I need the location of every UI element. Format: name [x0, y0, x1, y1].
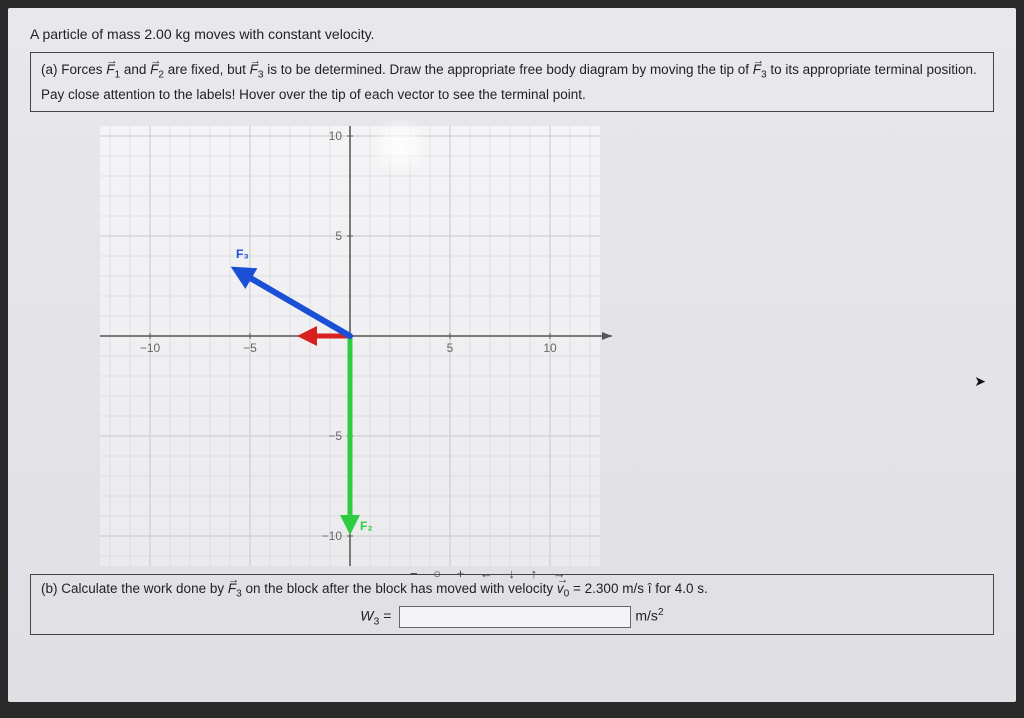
svg-text:10: 10: [329, 129, 343, 143]
pa-f2: F: [150, 62, 158, 77]
w3-equation-row: W3 = m/s2: [41, 606, 983, 628]
pa-t2: are fixed, but: [164, 62, 250, 77]
w3-lhs: W: [360, 608, 373, 624]
pa-t3: is to be determined. Draw the appropriat…: [263, 62, 752, 77]
part-b-box: (b) Calculate the work done by F3 on the…: [30, 574, 994, 635]
svg-text:F₃: F₃: [236, 247, 249, 261]
svg-text:−10: −10: [140, 341, 161, 355]
pb-t2: on the block after the block has moved w…: [242, 581, 557, 596]
svg-text:5: 5: [335, 229, 342, 243]
pa-and: and: [120, 62, 150, 77]
svg-text:10: 10: [543, 341, 557, 355]
pb-f3: F: [228, 581, 236, 596]
pb-eq: = 2.300 m/s: [569, 581, 647, 596]
pb-t3: for 4.0 s.: [651, 581, 707, 596]
part-b-label: (b): [41, 581, 58, 596]
pa-f3b: F: [753, 62, 761, 77]
problem-intro: A particle of mass 2.00 kg moves with co…: [30, 26, 994, 42]
cursor-icon: ➤: [974, 373, 986, 390]
pb-v0: v: [557, 581, 564, 596]
svg-text:5: 5: [447, 341, 454, 355]
w3-eqsign: =: [379, 608, 395, 624]
pa-f3: F: [250, 62, 258, 77]
part-a-box: (a) Forces F1 and F2 are fixed, but F3 i…: [30, 52, 994, 112]
vector-chart[interactable]: −10−5510105−5−10F₂F₃ − ○ + ← ↓ ↑ →: [40, 126, 680, 566]
svg-text:−10: −10: [322, 529, 343, 543]
svg-text:F₂: F₂: [360, 519, 373, 533]
w3-input[interactable]: [399, 606, 631, 628]
pb-t1: Calculate the work done by: [58, 581, 228, 596]
svg-text:−5: −5: [328, 429, 342, 443]
part-a-label: (a): [41, 62, 58, 77]
chart-zoom-controls[interactable]: − ○ + ← ↓ ↑ →: [410, 566, 572, 581]
w3-unit-exp: 2: [658, 606, 664, 618]
pa-f1: F: [106, 62, 114, 77]
w3-unit: m/s: [635, 608, 658, 624]
svg-text:−5: −5: [243, 341, 257, 355]
pa-t1: Forces: [58, 62, 107, 77]
chart-svg[interactable]: −10 −5 5 10 10 5 −5 −10 F₂ F₃: [40, 126, 680, 566]
physics-problem-page: A particle of mass 2.00 kg moves with co…: [8, 8, 1016, 702]
